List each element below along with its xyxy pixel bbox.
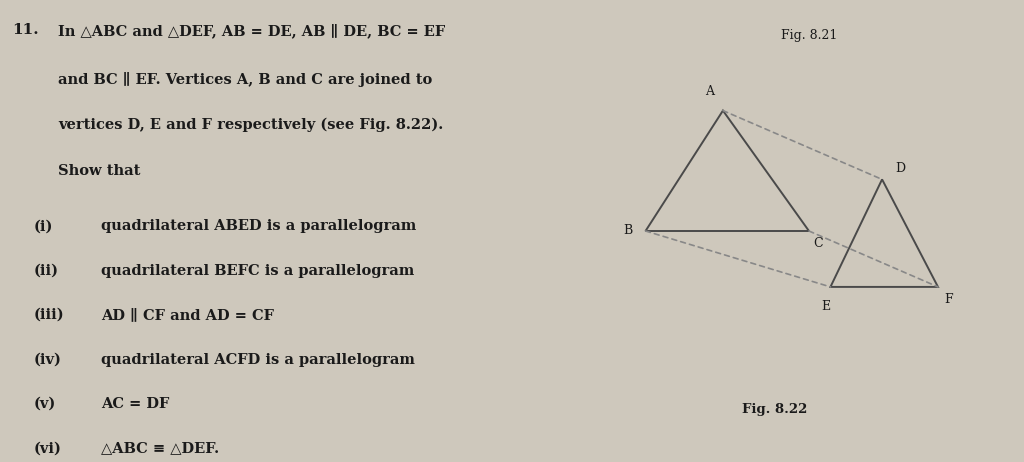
Text: △ABC ≡ △DEF.: △ABC ≡ △DEF. [101,441,219,455]
Text: and BC ∥ EF. Vertices A, B and C are joined to: and BC ∥ EF. Vertices A, B and C are joi… [58,72,432,86]
Text: 11.: 11. [12,23,39,37]
Text: quadrilateral ACFD is a parallelogram: quadrilateral ACFD is a parallelogram [101,353,416,366]
Text: vertices D, E and F respectively (see Fig. 8.22).: vertices D, E and F respectively (see Fi… [58,118,443,132]
Text: (vi): (vi) [34,441,61,455]
Text: A: A [706,85,715,97]
Text: C: C [813,237,823,250]
Text: Fig. 8.22: Fig. 8.22 [741,403,807,416]
Text: AD ∥ CF and AD = CF: AD ∥ CF and AD = CF [101,308,274,322]
Text: AC = DF: AC = DF [101,397,170,411]
Text: B: B [624,225,633,237]
Text: (iii): (iii) [34,308,65,322]
Text: D: D [895,162,905,175]
Text: In △ABC and △DEF, AB = DE, AB ∥ DE, BC = EF: In △ABC and △DEF, AB = DE, AB ∥ DE, BC =… [58,23,445,38]
Text: Show that: Show that [58,164,140,178]
Text: E: E [821,300,830,313]
Text: F: F [944,293,953,306]
Text: (iv): (iv) [34,353,61,366]
Text: Fig. 8.21: Fig. 8.21 [780,29,838,42]
Text: quadrilateral BEFC is a parallelogram: quadrilateral BEFC is a parallelogram [101,264,415,278]
Text: (i): (i) [34,219,53,233]
Text: (ii): (ii) [34,264,58,278]
Text: (v): (v) [34,397,56,411]
Text: quadrilateral ABED is a parallelogram: quadrilateral ABED is a parallelogram [101,219,417,233]
